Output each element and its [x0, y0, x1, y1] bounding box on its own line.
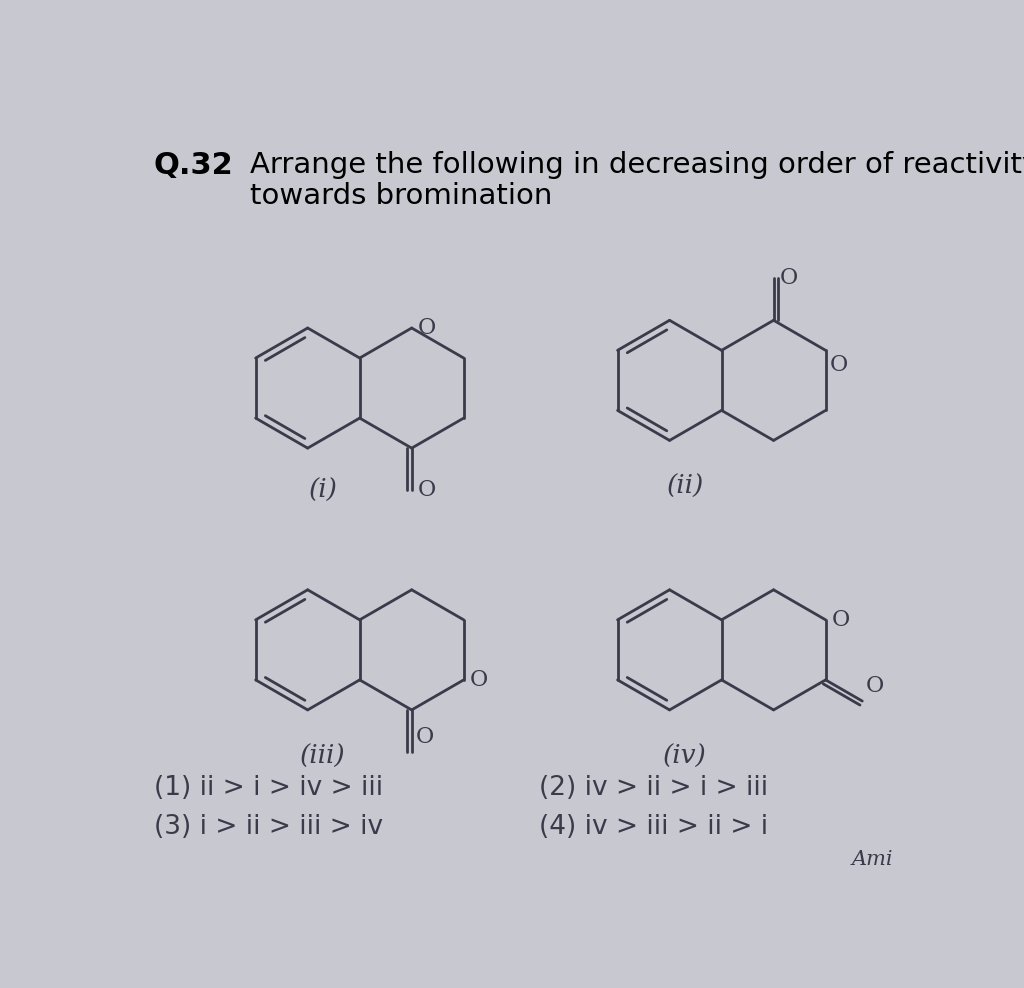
- Text: O: O: [418, 479, 436, 502]
- Text: (2) iv > ii > i > iii: (2) iv > ii > i > iii: [539, 776, 768, 801]
- Text: towards bromination: towards bromination: [250, 182, 552, 209]
- Text: (1) ii > i > iv > iii: (1) ii > i > iv > iii: [154, 776, 383, 801]
- Text: Arrange the following in decreasing order of reactivity: Arrange the following in decreasing orde…: [250, 151, 1024, 179]
- Text: Ami: Ami: [851, 851, 893, 869]
- Text: O: O: [416, 726, 434, 749]
- Text: O: O: [829, 354, 848, 376]
- Text: O: O: [779, 267, 798, 288]
- Text: (iv): (iv): [664, 744, 707, 769]
- Text: (iii): (iii): [300, 744, 346, 769]
- Text: O: O: [418, 317, 436, 339]
- Text: Q.32: Q.32: [154, 151, 233, 180]
- Text: O: O: [866, 675, 885, 698]
- Text: (4) iv > iii > ii > i: (4) iv > iii > ii > i: [539, 814, 768, 840]
- Text: O: O: [470, 669, 488, 691]
- Text: (i): (i): [308, 478, 338, 503]
- Text: (3) i > ii > iii > iv: (3) i > ii > iii > iv: [154, 814, 383, 840]
- Text: O: O: [831, 609, 850, 630]
- Text: (ii): (ii): [667, 474, 703, 499]
